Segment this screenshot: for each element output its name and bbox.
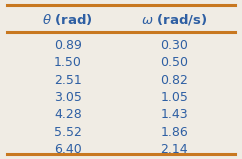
Text: 1.86: 1.86 [160, 126, 188, 139]
Text: 1.50: 1.50 [54, 56, 82, 69]
Text: 5.52: 5.52 [54, 126, 82, 139]
Text: 4.28: 4.28 [54, 108, 82, 121]
Text: $\theta$ (rad): $\theta$ (rad) [42, 12, 93, 27]
Text: 0.50: 0.50 [160, 56, 188, 69]
Text: 1.05: 1.05 [160, 91, 188, 104]
Text: $\omega$ (rad/s): $\omega$ (rad/s) [141, 12, 207, 27]
Text: 0.82: 0.82 [160, 73, 188, 86]
Text: 2.51: 2.51 [54, 73, 82, 86]
Text: 0.89: 0.89 [54, 39, 82, 52]
Text: 0.30: 0.30 [160, 39, 188, 52]
Text: 2.14: 2.14 [160, 143, 188, 156]
Text: 6.40: 6.40 [54, 143, 82, 156]
Text: 1.43: 1.43 [160, 108, 188, 121]
Text: 3.05: 3.05 [54, 91, 82, 104]
